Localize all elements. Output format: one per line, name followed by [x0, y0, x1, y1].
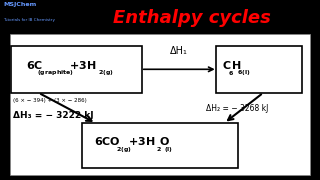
Text: $\mathbf{+ 3H}$: $\mathbf{+ 3H}$ [128, 135, 155, 147]
Text: $\mathbf{(l)}$: $\mathbf{(l)}$ [164, 145, 174, 154]
FancyBboxPatch shape [82, 123, 238, 168]
Text: MSJChem: MSJChem [3, 2, 36, 7]
Text: ΔH₃ = − 3222 kJ: ΔH₃ = − 3222 kJ [13, 111, 93, 120]
Text: $\mathbf{O}$: $\mathbf{O}$ [159, 135, 170, 147]
Text: $\mathbf{6CO}$: $\mathbf{6CO}$ [94, 135, 121, 147]
Text: $\mathbf{+ 3H}$: $\mathbf{+ 3H}$ [69, 59, 96, 71]
Text: $\mathbf{6(l)}$: $\mathbf{6(l)}$ [237, 68, 251, 77]
Text: Enthalpy cycles: Enthalpy cycles [113, 9, 271, 27]
Text: $\mathbf{6C}$: $\mathbf{6C}$ [26, 59, 43, 71]
Text: Tutorials for IB Chemistry: Tutorials for IB Chemistry [3, 18, 55, 22]
Text: $\mathbf{H}$: $\mathbf{H}$ [231, 59, 241, 71]
Text: $\mathbf{(graphite)}$: $\mathbf{(graphite)}$ [37, 68, 74, 77]
Text: $\mathbf{2(g)}$: $\mathbf{2(g)}$ [116, 145, 132, 154]
Text: $\mathbf{C}$: $\mathbf{C}$ [222, 59, 232, 71]
Text: (6 × − 394) + (3 × − 286): (6 × − 394) + (3 × − 286) [13, 98, 86, 103]
Text: $\mathbf{6}$: $\mathbf{6}$ [228, 69, 234, 76]
Text: ΔH₂ = − 3268 kJ: ΔH₂ = − 3268 kJ [206, 103, 269, 112]
Text: ΔH₁: ΔH₁ [170, 46, 188, 56]
FancyBboxPatch shape [10, 34, 310, 175]
FancyBboxPatch shape [11, 46, 142, 93]
Text: $\mathbf{2(g)}$: $\mathbf{2(g)}$ [98, 68, 114, 77]
FancyBboxPatch shape [216, 46, 302, 93]
Text: $\mathbf{2}$: $\mathbf{2}$ [156, 145, 162, 153]
